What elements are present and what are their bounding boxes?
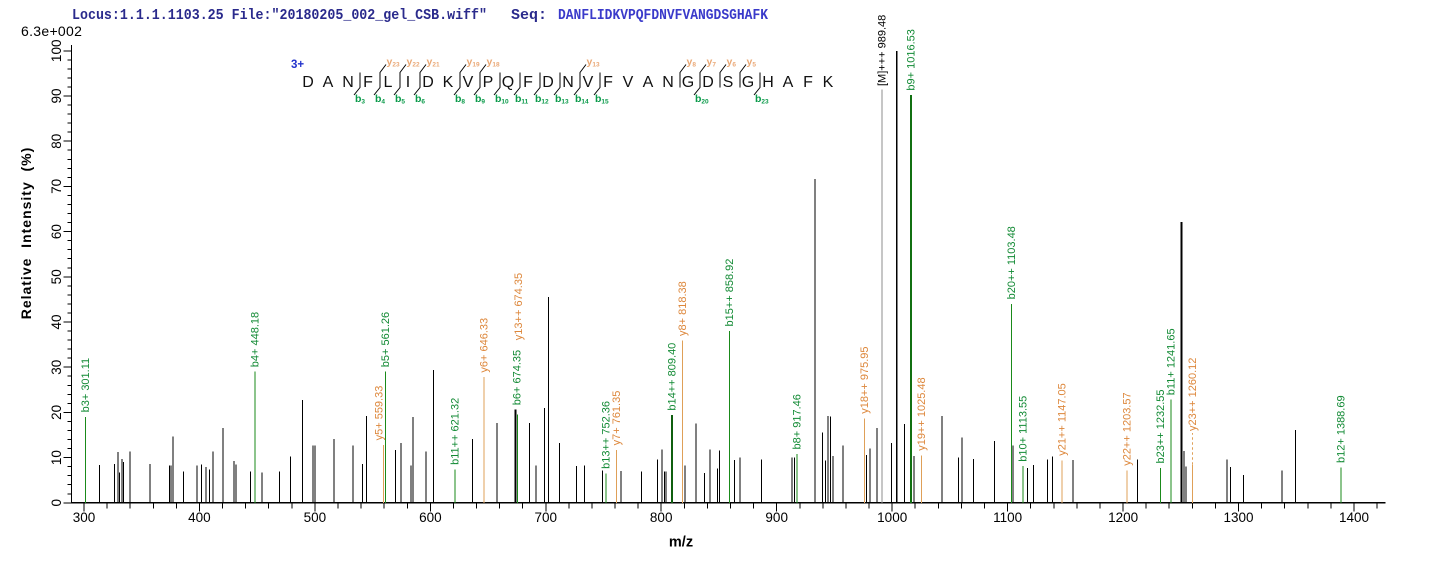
svg-text:y8+ 818.38: y8+ 818.38 — [677, 281, 689, 336]
svg-text:DANFLIDKVPQFDNVFVANGDSGHAFK: DANFLIDKVPQFDNVFVANGDSGHAFK — [558, 7, 768, 24]
svg-text:800: 800 — [650, 510, 673, 525]
svg-text:b4+ 448.18: b4+ 448.18 — [250, 312, 262, 367]
svg-text:60: 60 — [49, 224, 64, 239]
svg-text:900: 900 — [765, 510, 788, 525]
svg-text:b14++ 809.40: b14++ 809.40 — [667, 343, 679, 411]
svg-text:500: 500 — [304, 510, 327, 525]
svg-text:6.3e+002: 6.3e+002 — [21, 23, 82, 39]
svg-text:20: 20 — [49, 405, 64, 420]
svg-text:b6+ 674.35: b6+ 674.35 — [512, 350, 524, 405]
svg-text:A: A — [783, 74, 794, 91]
svg-text:80: 80 — [49, 134, 64, 149]
svg-text:A: A — [643, 74, 654, 91]
svg-text:1000: 1000 — [877, 510, 907, 525]
svg-text:300: 300 — [73, 510, 96, 525]
svg-text:y6+ 646.33: y6+ 646.33 — [478, 318, 490, 373]
svg-text:b3: b3 — [355, 93, 365, 106]
svg-text:b12+ 1388.69: b12+ 1388.69 — [1335, 395, 1347, 463]
svg-text:[M]+++ 989.48: [M]+++ 989.48 — [876, 15, 888, 86]
svg-text:F: F — [603, 74, 613, 91]
svg-text:1300: 1300 — [1223, 510, 1253, 525]
svg-text:F: F — [363, 74, 373, 91]
svg-text:b11++ 621.32: b11++ 621.32 — [450, 398, 462, 465]
svg-text:1100: 1100 — [993, 510, 1022, 525]
svg-text:40: 40 — [49, 314, 64, 329]
svg-text:N: N — [342, 74, 354, 91]
svg-text:G: G — [682, 74, 694, 91]
svg-text:y6: y6 — [727, 56, 737, 69]
svg-text:400: 400 — [188, 510, 211, 525]
svg-text:b9: b9 — [475, 93, 485, 106]
svg-text:F: F — [803, 74, 813, 91]
svg-text:b5: b5 — [395, 93, 405, 106]
svg-text:I: I — [406, 74, 410, 91]
svg-text:0: 0 — [49, 499, 64, 507]
svg-text:y18++ 975.95: y18++ 975.95 — [859, 347, 871, 414]
svg-text:y23++ 1260.12: y23++ 1260.12 — [1187, 358, 1199, 431]
svg-text:70: 70 — [49, 179, 64, 194]
svg-text:V: V — [463, 74, 474, 91]
svg-text:b8: b8 — [455, 93, 465, 106]
svg-text:V: V — [623, 74, 634, 91]
svg-text:Q: Q — [502, 74, 514, 91]
svg-text:b4: b4 — [375, 93, 385, 106]
svg-text:Relative Intensity (%): Relative Intensity (%) — [18, 147, 34, 320]
svg-text:L: L — [384, 74, 393, 91]
svg-text:3+: 3+ — [291, 59, 304, 71]
svg-text:K: K — [823, 74, 834, 91]
svg-text:D: D — [542, 74, 554, 91]
svg-text:b10+ 1113.55: b10+ 1113.55 — [1018, 396, 1030, 462]
svg-text:m/z: m/z — [669, 535, 693, 551]
svg-text:H: H — [762, 74, 774, 91]
svg-text:D: D — [702, 74, 714, 91]
svg-text:30: 30 — [49, 360, 64, 375]
svg-text:y13++ 674.35: y13++ 674.35 — [513, 273, 525, 340]
svg-text:100: 100 — [49, 40, 64, 63]
svg-text:b5+ 561.26: b5+ 561.26 — [380, 312, 392, 367]
svg-text:b9+ 1016.53: b9+ 1016.53 — [906, 29, 918, 90]
svg-text:N: N — [662, 74, 674, 91]
svg-text:Locus:1.1.1.1103.25 File:"2018: Locus:1.1.1.1103.25 File:"20180205_002_g… — [72, 7, 487, 24]
svg-text:D: D — [422, 74, 434, 91]
svg-text:y8: y8 — [687, 56, 697, 69]
svg-text:y22++ 1203.57: y22++ 1203.57 — [1122, 392, 1134, 465]
svg-text:y5+ 559.33: y5+ 559.33 — [373, 386, 385, 441]
svg-text:D: D — [302, 74, 314, 91]
svg-text:K: K — [443, 74, 454, 91]
svg-text:b13++ 752.36: b13++ 752.36 — [601, 401, 613, 469]
svg-text:b20++ 1103.48: b20++ 1103.48 — [1006, 226, 1018, 299]
svg-text:b23++ 1232.55: b23++ 1232.55 — [1155, 389, 1167, 463]
svg-text:y5: y5 — [747, 56, 757, 69]
svg-text:A: A — [323, 74, 334, 91]
svg-text:b3+ 301.11: b3+ 301.11 — [80, 358, 92, 413]
svg-text:V: V — [583, 74, 594, 91]
svg-text:G: G — [742, 74, 754, 91]
svg-text:50: 50 — [49, 269, 64, 284]
svg-text:y7+ 761.35: y7+ 761.35 — [611, 391, 623, 446]
svg-text:1400: 1400 — [1339, 510, 1369, 525]
svg-text:b11+ 1241.65: b11+ 1241.65 — [1166, 328, 1178, 395]
svg-text:y7: y7 — [707, 56, 717, 69]
svg-text:600: 600 — [419, 510, 442, 525]
svg-text:1200: 1200 — [1108, 510, 1138, 525]
svg-text:y19++ 1025.48: y19++ 1025.48 — [916, 377, 928, 450]
svg-text:S: S — [723, 74, 734, 91]
svg-text:N: N — [562, 74, 574, 91]
svg-text:700: 700 — [535, 510, 558, 525]
svg-text:P: P — [483, 74, 494, 91]
svg-text:b6: b6 — [415, 93, 425, 106]
svg-text:10: 10 — [49, 450, 64, 465]
svg-text:b15++ 858.92: b15++ 858.92 — [724, 259, 736, 327]
svg-text:F: F — [523, 74, 533, 91]
svg-text:b8+ 917.46: b8+ 917.46 — [791, 394, 803, 449]
svg-text:Seq:: Seq: — [511, 7, 547, 24]
svg-text:y21++ 1147.05: y21++ 1147.05 — [1056, 383, 1068, 456]
svg-text:90: 90 — [49, 88, 64, 103]
